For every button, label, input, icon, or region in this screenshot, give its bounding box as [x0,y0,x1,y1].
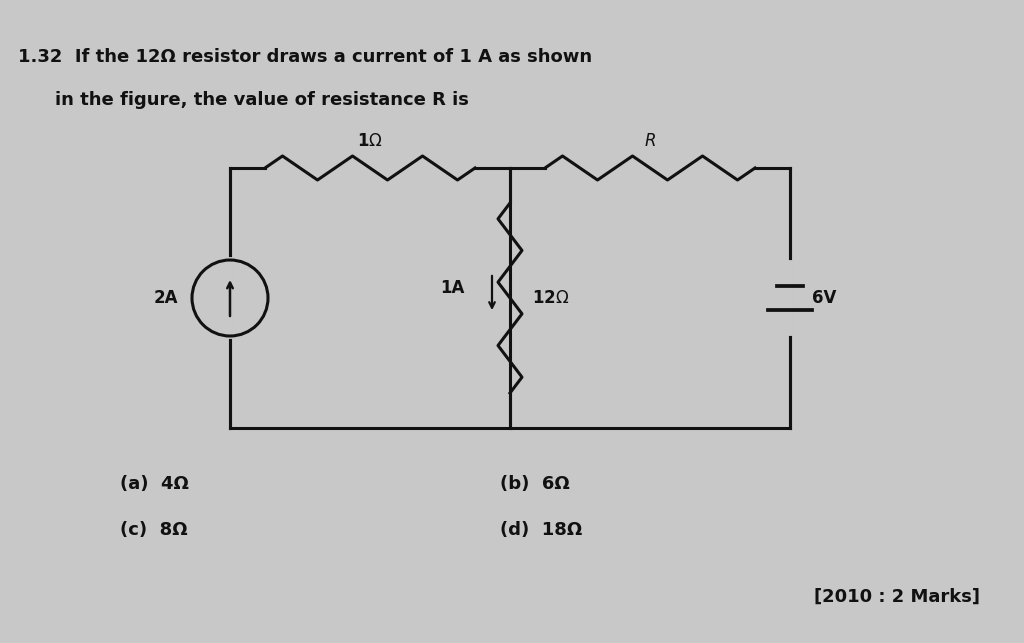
Text: 2A: 2A [154,289,178,307]
Text: in the figure, the value of resistance R is: in the figure, the value of resistance R… [55,91,469,109]
Text: (b)  6Ω: (b) 6Ω [500,475,569,493]
Text: 1A: 1A [440,279,465,297]
Text: [2010 : 2 Marks]: [2010 : 2 Marks] [814,588,980,606]
Text: (d)  18Ω: (d) 18Ω [500,521,583,539]
Text: $R$: $R$ [644,132,656,150]
Text: 6V: 6V [812,289,837,307]
Text: (a)  4Ω: (a) 4Ω [120,475,188,493]
Text: 12$\Omega$: 12$\Omega$ [532,289,569,307]
Text: 1$\Omega$: 1$\Omega$ [357,132,383,150]
Text: (c)  8Ω: (c) 8Ω [120,521,187,539]
Text: 1.32  If the 12Ω resistor draws a current of 1 A as shown: 1.32 If the 12Ω resistor draws a current… [18,48,592,66]
